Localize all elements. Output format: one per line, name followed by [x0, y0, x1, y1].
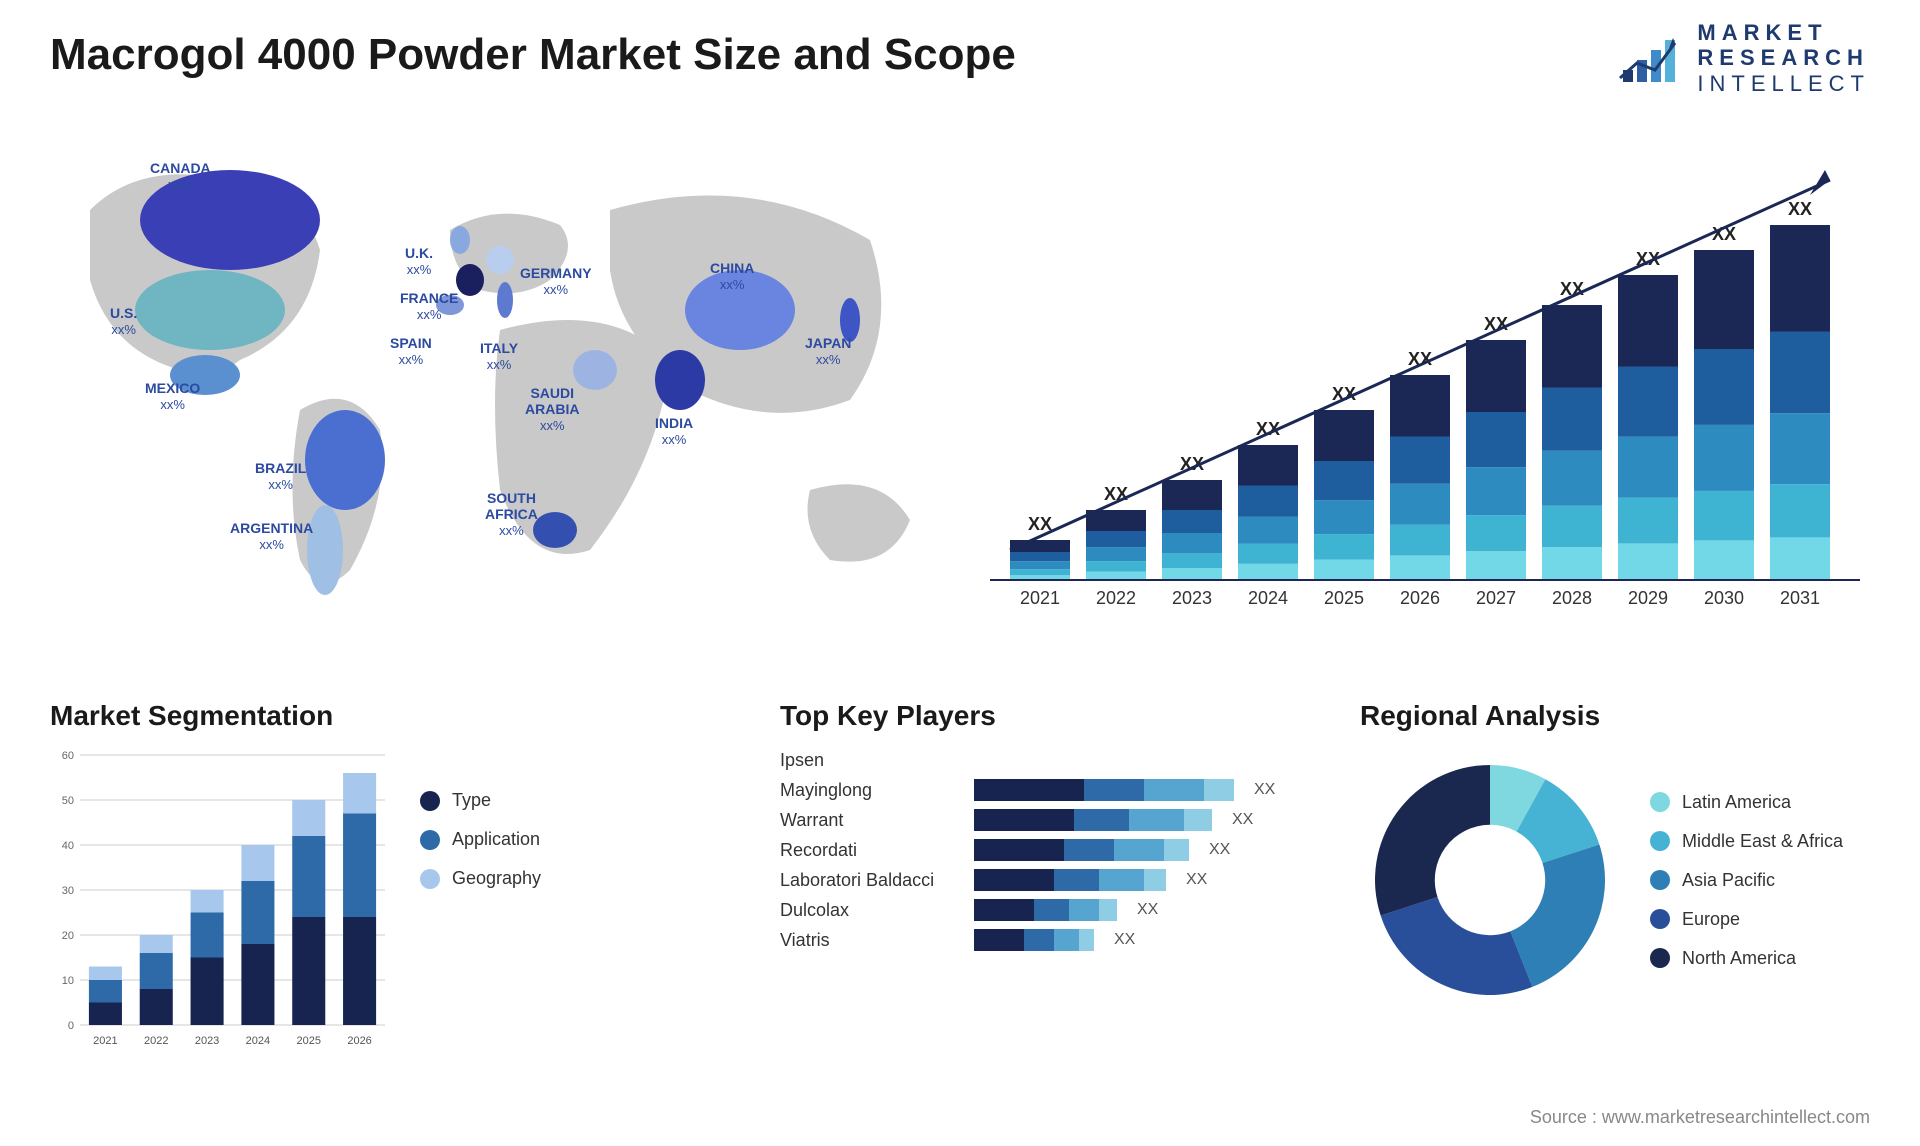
svg-text:40: 40 [62, 840, 74, 852]
svg-text:2021: 2021 [93, 1035, 117, 1047]
svg-text:2022: 2022 [144, 1035, 168, 1047]
player-row: WarrantXX [780, 809, 1310, 831]
svg-text:2025: 2025 [1324, 588, 1364, 608]
segmentation-legend: Type Application Geography [420, 750, 541, 1050]
region-legend-item: Asia Pacific [1650, 870, 1843, 891]
map-label-brazil: BRAZILxx% [255, 460, 306, 493]
svg-text:2023: 2023 [195, 1035, 219, 1047]
svg-text:2026: 2026 [347, 1035, 371, 1047]
map-label-france: FRANCExx% [400, 290, 458, 323]
map-label-u-k-: U.K.xx% [405, 245, 433, 278]
map-label-argentina: ARGENTINAxx% [230, 520, 313, 553]
brand-logo: MARKET RESEARCH INTELLECT [1615, 20, 1870, 96]
svg-text:2024: 2024 [246, 1035, 270, 1047]
map-label-mexico: MEXICOxx% [145, 380, 200, 413]
player-row: Ipsen [780, 750, 1310, 771]
region-legend-item: Middle East & Africa [1650, 831, 1843, 852]
forecast-bar-chart: XX2021XX2022XX2023XX2024XX2025XX2026XX20… [990, 150, 1860, 620]
svg-text:2022: 2022 [1096, 588, 1136, 608]
svg-text:30: 30 [62, 885, 74, 897]
seg-legend-item: Application [420, 829, 541, 850]
seg-legend-item: Type [420, 790, 541, 811]
svg-text:60: 60 [62, 750, 74, 762]
map-label-italy: ITALYxx% [480, 340, 518, 373]
players-section: Top Key Players Ipsen MayinglongXX Warrant… [780, 700, 1310, 959]
source-text: Source : www.marketresearchintellect.com [1530, 1107, 1870, 1128]
svg-text:2025: 2025 [297, 1035, 321, 1047]
page-title: Macrogol 4000 Powder Market Size and Sco… [50, 30, 1016, 80]
seg-legend-item: Geography [420, 868, 541, 889]
svg-text:XX: XX [1788, 199, 1812, 219]
svg-text:2030: 2030 [1704, 588, 1744, 608]
svg-text:2027: 2027 [1476, 588, 1516, 608]
map-label-india: INDIAxx% [655, 415, 693, 448]
map-label-u-s-: U.S.xx% [110, 305, 137, 338]
map-label-spain: SPAINxx% [390, 335, 432, 368]
region-legend-item: North America [1650, 948, 1843, 969]
svg-text:10: 10 [62, 975, 74, 987]
svg-text:20: 20 [62, 930, 74, 942]
svg-text:0: 0 [68, 1020, 74, 1032]
region-legend-item: Europe [1650, 909, 1843, 930]
segmentation-title: Market Segmentation [50, 700, 630, 732]
logo-bars-icon [1615, 28, 1685, 88]
map-label-canada: CANADAxx% [150, 160, 211, 193]
map-label-germany: GERMANYxx% [520, 265, 592, 298]
segmentation-section: Market Segmentation 0 10 20 30 40 50 60 2021 202… [50, 700, 630, 1050]
player-row: ViatrisXX [780, 929, 1310, 951]
svg-text:XX: XX [1028, 514, 1052, 534]
map-label-china: CHINAxx% [710, 260, 754, 293]
segmentation-chart: 0 10 20 30 40 50 60 2021 2022 2023 2024 2025 2026 [50, 750, 390, 1050]
regional-donut [1360, 750, 1620, 1010]
players-title: Top Key Players [780, 700, 1310, 732]
svg-text:2028: 2028 [1552, 588, 1592, 608]
svg-text:2021: 2021 [1020, 588, 1060, 608]
svg-text:2031: 2031 [1780, 588, 1820, 608]
player-row: MayinglongXX [780, 779, 1310, 801]
region-legend-item: Latin America [1650, 792, 1843, 813]
player-row: DulcolaxXX [780, 899, 1310, 921]
svg-text:50: 50 [62, 795, 74, 807]
logo-text: MARKET RESEARCH INTELLECT [1697, 20, 1870, 96]
svg-text:2029: 2029 [1628, 588, 1668, 608]
regional-section: Regional Analysis Latin America Middle Ea… [1360, 700, 1880, 1010]
world-map: CANADAxx% U.S.xx% MEXICOxx% BRAZILxx% ARGENT… [50, 130, 940, 650]
svg-text:2026: 2026 [1400, 588, 1440, 608]
map-label-japan: JAPANxx% [805, 335, 851, 368]
regional-title: Regional Analysis [1360, 700, 1880, 732]
map-label-south-africa: SOUTHAFRICAxx% [485, 490, 538, 539]
svg-text:2023: 2023 [1172, 588, 1212, 608]
player-row: Laboratori BaldacciXX [780, 869, 1310, 891]
regional-legend: Latin America Middle East & Africa Asia Pa… [1650, 792, 1843, 969]
svg-text:2024: 2024 [1248, 588, 1288, 608]
map-label-saudi-arabia: SAUDIARABIAxx% [525, 385, 579, 434]
player-row: RecordatiXX [780, 839, 1310, 861]
